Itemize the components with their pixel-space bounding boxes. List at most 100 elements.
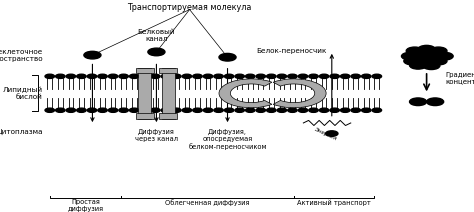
Circle shape [430, 57, 447, 65]
Circle shape [148, 48, 165, 56]
Text: Простая
диффузия: Простая диффузия [67, 199, 103, 212]
Circle shape [193, 108, 202, 112]
Circle shape [256, 108, 265, 112]
Circle shape [309, 108, 318, 112]
Text: Градиент
концентрации: Градиент концентрации [446, 72, 474, 85]
Circle shape [326, 131, 338, 136]
Circle shape [203, 108, 213, 112]
Circle shape [277, 108, 287, 112]
Circle shape [119, 108, 128, 112]
Text: Диффузия
через канал: Диффузия через канал [135, 129, 178, 142]
Text: Внеклеточное
пространство: Внеклеточное пространство [0, 49, 43, 62]
Text: Белок-переносчик: Белок-переносчик [256, 48, 327, 54]
Circle shape [224, 108, 234, 112]
Circle shape [55, 74, 65, 78]
Circle shape [77, 74, 86, 78]
Circle shape [151, 108, 160, 112]
Wedge shape [273, 79, 326, 108]
Circle shape [109, 74, 118, 78]
Circle shape [319, 108, 329, 112]
Circle shape [309, 74, 318, 78]
Text: Цитоплазма: Цитоплазма [0, 128, 43, 134]
Circle shape [235, 74, 245, 78]
Bar [136, 68, 154, 73]
Text: Диффузия,
опосредуемая
белком-переносчиком: Диффузия, опосредуемая белком-переносчик… [188, 129, 267, 151]
Circle shape [410, 61, 427, 69]
Circle shape [410, 98, 427, 106]
Circle shape [330, 108, 339, 112]
Circle shape [66, 108, 76, 112]
Circle shape [182, 108, 191, 112]
Text: Транспортируемая молекула: Транспортируемая молекула [128, 3, 252, 12]
Bar [138, 68, 151, 119]
Circle shape [219, 53, 236, 61]
Circle shape [288, 74, 297, 78]
Circle shape [423, 62, 440, 70]
Circle shape [161, 74, 171, 78]
Circle shape [214, 74, 223, 78]
Circle shape [288, 108, 297, 112]
Circle shape [235, 108, 245, 112]
Circle shape [214, 108, 223, 112]
Circle shape [161, 108, 171, 112]
Circle shape [406, 47, 423, 55]
Circle shape [298, 74, 308, 78]
Circle shape [298, 108, 308, 112]
Circle shape [372, 108, 382, 112]
Circle shape [98, 108, 107, 112]
Circle shape [425, 51, 442, 59]
Circle shape [203, 74, 213, 78]
Circle shape [172, 74, 181, 78]
Circle shape [182, 74, 191, 78]
Circle shape [140, 74, 149, 78]
Circle shape [140, 108, 149, 112]
Circle shape [351, 108, 360, 112]
Circle shape [129, 74, 139, 78]
Circle shape [401, 52, 419, 60]
Circle shape [129, 108, 139, 112]
Circle shape [224, 74, 234, 78]
Circle shape [418, 45, 435, 53]
Text: Энергия: Энергия [313, 126, 337, 141]
Circle shape [256, 74, 265, 78]
Text: Активный транспорт: Активный транспорт [297, 199, 371, 206]
Circle shape [427, 98, 444, 106]
Circle shape [151, 74, 160, 78]
Circle shape [436, 52, 453, 60]
Circle shape [340, 108, 350, 112]
Circle shape [77, 108, 86, 112]
Circle shape [98, 74, 107, 78]
Circle shape [193, 74, 202, 78]
Text: Облегченная диффузия: Облегченная диффузия [165, 199, 250, 206]
Circle shape [340, 74, 350, 78]
Circle shape [418, 57, 435, 64]
Circle shape [55, 108, 65, 112]
Bar [159, 68, 177, 73]
Circle shape [266, 108, 276, 112]
Circle shape [330, 74, 339, 78]
Circle shape [430, 47, 447, 55]
Circle shape [246, 74, 255, 78]
Circle shape [362, 74, 371, 78]
Wedge shape [219, 79, 272, 108]
Circle shape [351, 74, 360, 78]
Circle shape [246, 108, 255, 112]
Circle shape [109, 108, 118, 112]
Circle shape [87, 108, 97, 112]
Text: Белковый
канал: Белковый канал [137, 29, 175, 42]
Circle shape [413, 51, 430, 59]
Circle shape [45, 108, 55, 112]
Circle shape [87, 74, 97, 78]
Bar [136, 113, 154, 119]
Circle shape [404, 57, 421, 65]
Circle shape [119, 74, 128, 78]
Circle shape [66, 74, 76, 78]
Bar [162, 68, 175, 119]
Text: Липидный
бислой: Липидный бислой [2, 86, 43, 100]
Circle shape [319, 74, 329, 78]
Circle shape [84, 51, 101, 59]
Circle shape [372, 74, 382, 78]
Bar [159, 113, 177, 119]
Circle shape [266, 74, 276, 78]
Circle shape [45, 74, 55, 78]
